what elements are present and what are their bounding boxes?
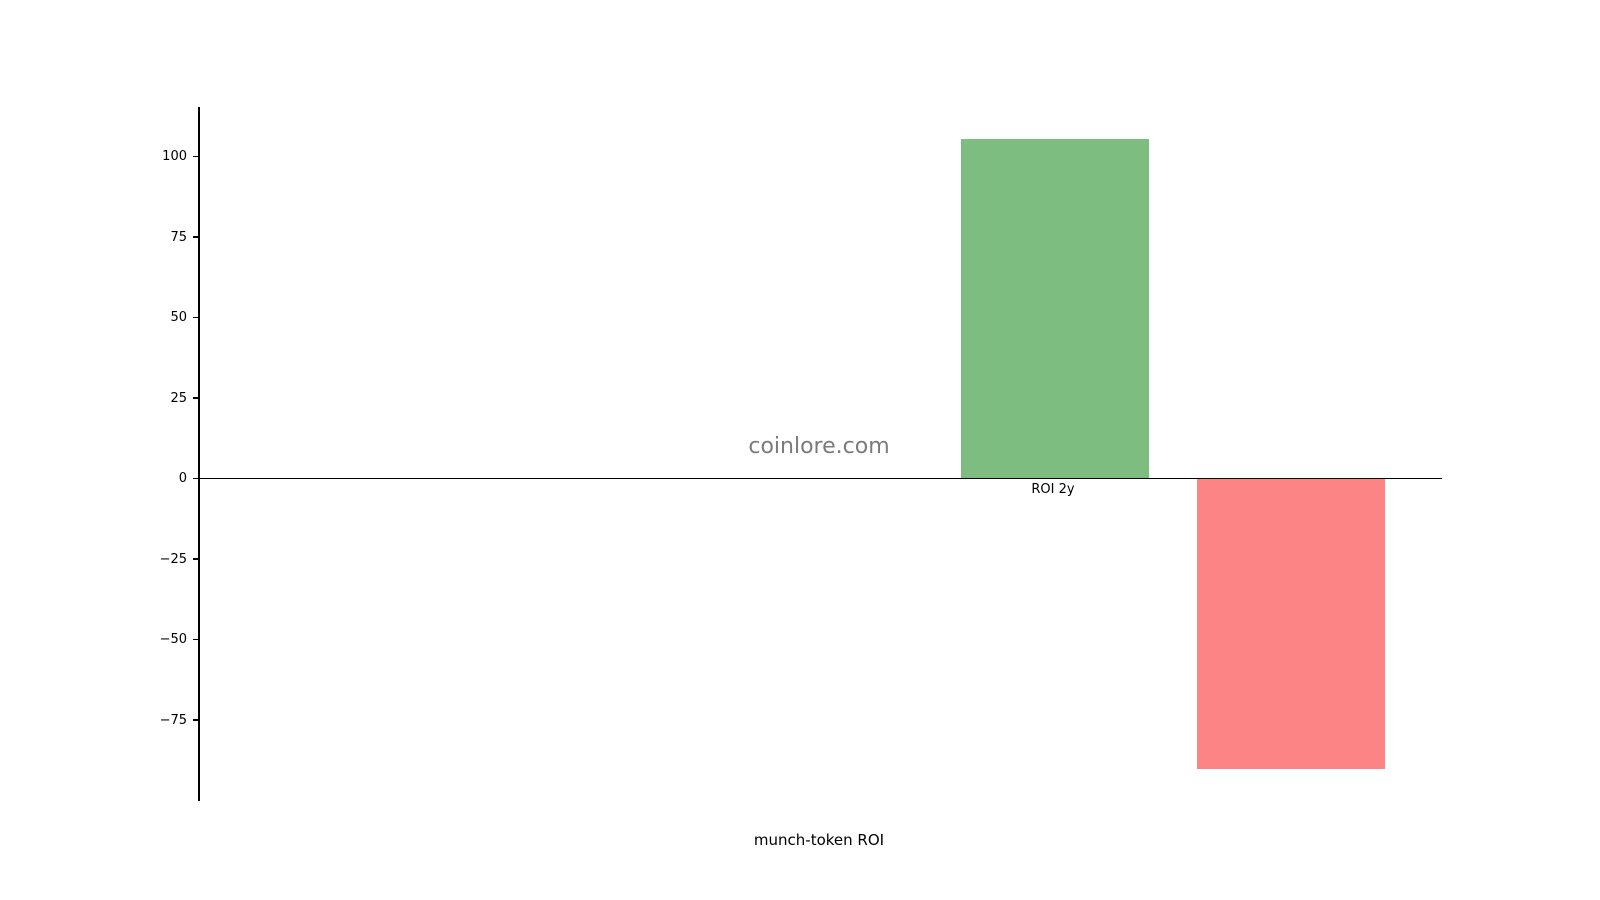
y-tick-label: −25 [159,551,187,567]
y-tick-label: 100 [162,149,187,164]
x-axis-title: munch-token ROI [753,831,885,849]
y-tick-mark [193,477,199,480]
y-tick-label: −50 [159,632,187,647]
y-tick-mark [193,558,199,560]
y-tick-mark [193,155,199,158]
y-tick-mark [193,316,199,319]
y-tick-mark [193,719,199,721]
y-tick-label: 75 [170,229,187,245]
y-tick-label: −75 [159,712,187,728]
y-tick-label: 50 [170,310,187,325]
y-tick-label: 25 [170,390,187,406]
x-axis-line [199,477,1442,480]
watermark: coinlore.com [748,434,890,459]
y-tick-label: 0 [178,471,187,486]
y-tick-mark [193,638,199,641]
bar-roi-2y [961,139,1149,479]
y-tick-mark [193,397,199,399]
x-tick-label: ROI 2y [1031,482,1075,497]
bar-unlabeled [1197,479,1385,769]
y-tick-mark [193,236,199,238]
y-axis-line [198,107,200,801]
